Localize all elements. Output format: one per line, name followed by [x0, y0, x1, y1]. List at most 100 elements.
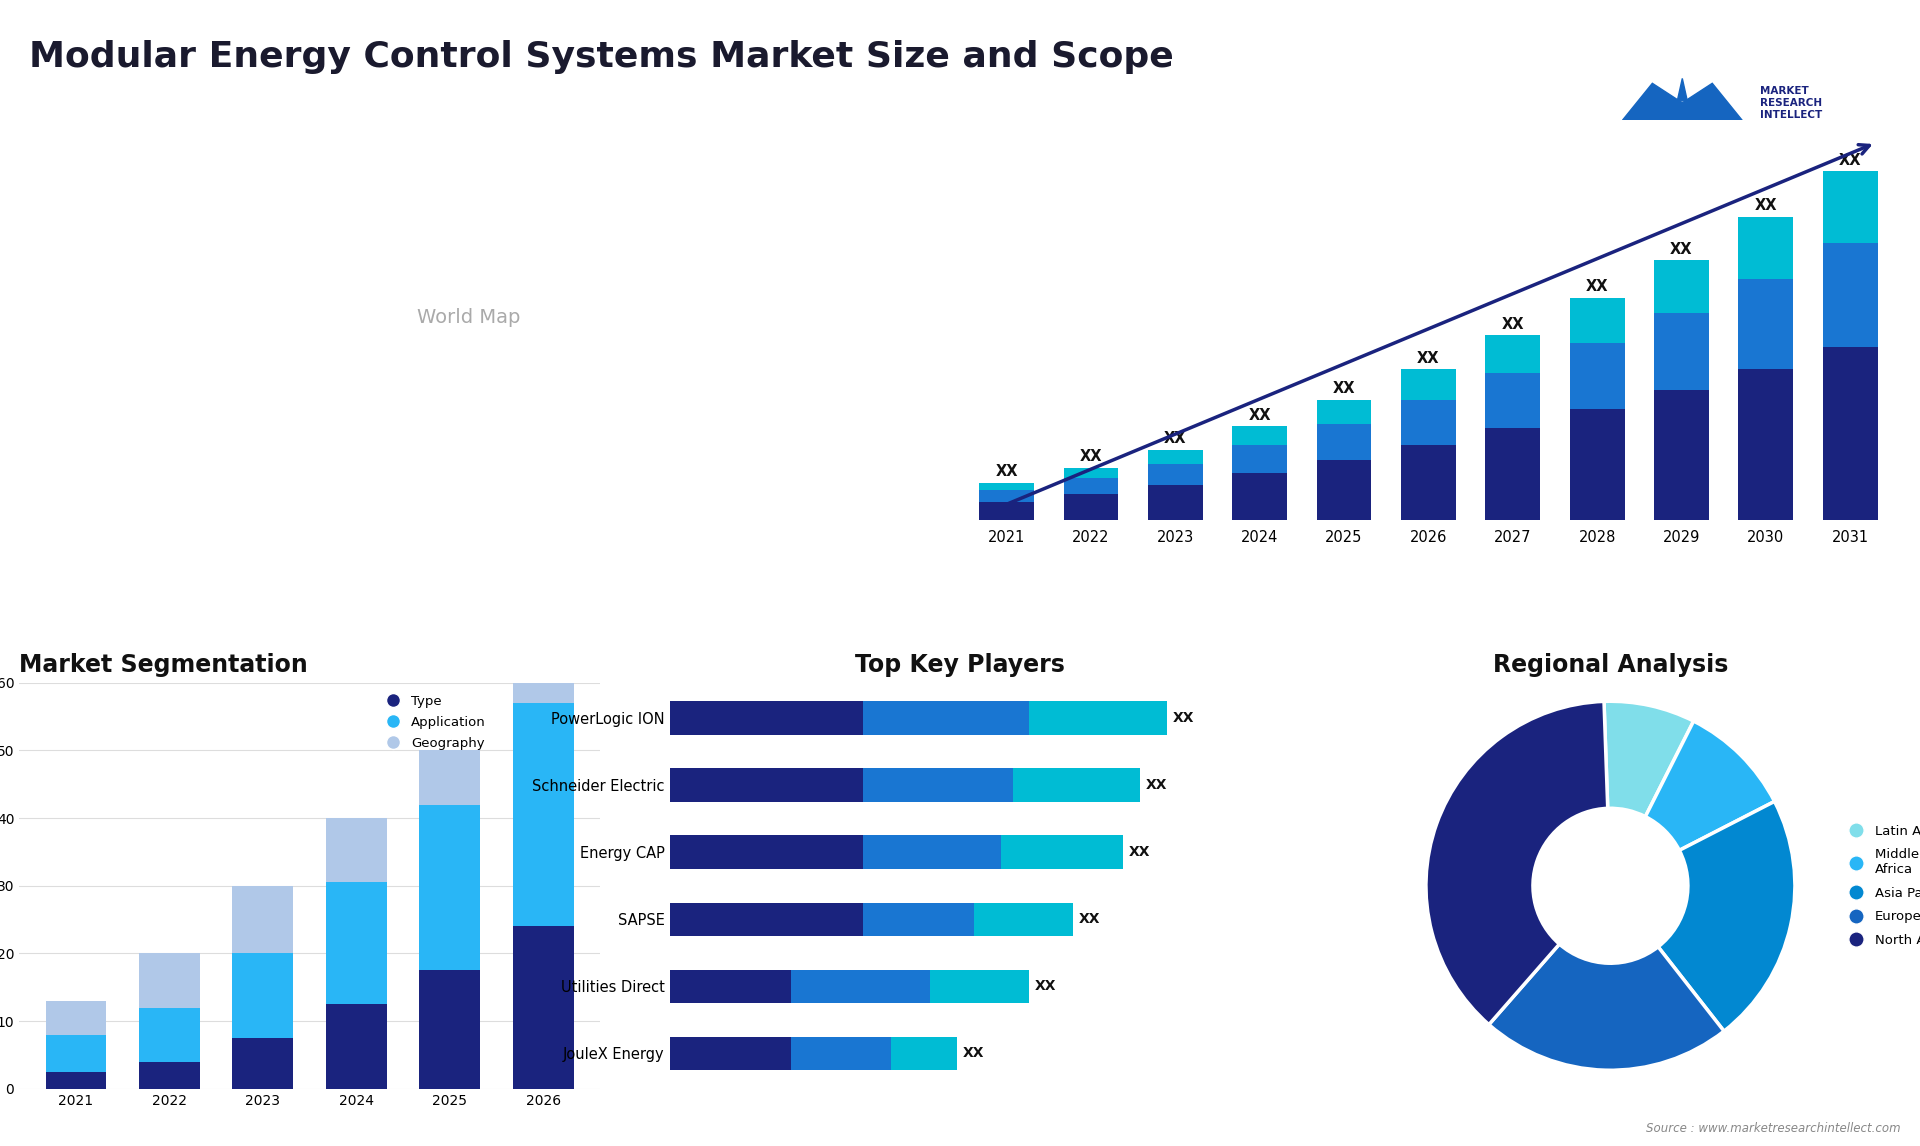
Bar [232, 886, 294, 953]
Bar [232, 1038, 294, 1089]
Polygon shape [1678, 78, 1688, 101]
Bar [1148, 485, 1202, 520]
Bar [1233, 426, 1286, 445]
Bar [1064, 494, 1117, 520]
Bar [979, 490, 1035, 502]
Bar [670, 701, 864, 735]
Bar [670, 835, 864, 869]
Bar [1402, 400, 1455, 445]
Text: INTELLECT: INTELLECT [1759, 110, 1822, 120]
Bar [1317, 424, 1371, 460]
Legend: Latin America, Middle East &
Africa, Asia Pacific, Europe, North America: Latin America, Middle East & Africa, Asi… [1837, 819, 1920, 952]
Legend: Type, Application, Geography: Type, Application, Geography [374, 690, 492, 755]
Text: XX: XX [1417, 351, 1440, 366]
Text: XX: XX [1248, 408, 1271, 423]
Text: XX: XX [995, 464, 1018, 479]
Text: XX: XX [1079, 449, 1102, 464]
Title: Top Key Players: Top Key Players [854, 653, 1066, 677]
Bar [326, 1004, 386, 1089]
Bar [1738, 369, 1793, 520]
Bar [1653, 391, 1709, 520]
Bar [1233, 445, 1286, 473]
Bar [1571, 298, 1624, 343]
Bar [1486, 374, 1540, 427]
Text: XX: XX [1146, 778, 1167, 792]
Text: XX: XX [1670, 242, 1693, 257]
Bar [46, 1000, 106, 1035]
Bar [1012, 768, 1140, 802]
Text: XX: XX [1164, 431, 1187, 446]
Bar [138, 953, 200, 1007]
Wedge shape [1488, 944, 1724, 1070]
Bar [419, 804, 480, 971]
Text: XX: XX [1755, 198, 1778, 213]
Text: XX: XX [1079, 912, 1100, 926]
Text: XX: XX [1839, 152, 1860, 167]
Bar [46, 1035, 106, 1072]
Text: XX: XX [1332, 382, 1356, 397]
Bar [1486, 336, 1540, 374]
Bar [1064, 478, 1117, 494]
Bar [232, 953, 294, 1038]
Text: MARKET: MARKET [1759, 86, 1809, 96]
Text: Market Segmentation: Market Segmentation [19, 653, 307, 677]
Bar [419, 971, 480, 1089]
Text: XX: XX [1501, 317, 1524, 332]
Bar [513, 704, 574, 926]
Bar [513, 926, 574, 1089]
Bar [1064, 468, 1117, 478]
Text: XX: XX [1129, 846, 1150, 860]
Bar [513, 642, 574, 704]
Bar [1822, 171, 1878, 243]
Bar [1653, 313, 1709, 391]
Bar [973, 903, 1073, 936]
Bar [791, 970, 929, 1003]
Bar [1486, 427, 1540, 520]
Bar [138, 1007, 200, 1061]
Text: Source : www.marketresearchintellect.com: Source : www.marketresearchintellect.com [1645, 1122, 1901, 1135]
Bar [1317, 400, 1371, 424]
Wedge shape [1427, 701, 1607, 1025]
Bar [979, 482, 1035, 490]
Bar [864, 701, 1029, 735]
Bar [1402, 445, 1455, 520]
Bar [1233, 473, 1286, 520]
Bar [670, 1037, 791, 1070]
Text: XX: XX [1035, 980, 1056, 994]
Bar [1148, 464, 1202, 485]
Bar [864, 768, 1012, 802]
Bar [1738, 217, 1793, 278]
Bar [864, 835, 1002, 869]
Bar [1148, 449, 1202, 464]
Bar [1822, 243, 1878, 347]
Title: Regional Analysis: Regional Analysis [1492, 653, 1728, 677]
Bar [326, 882, 386, 1004]
Bar [1571, 409, 1624, 520]
Bar [670, 768, 864, 802]
Bar [1002, 835, 1123, 869]
Text: XX: XX [1586, 280, 1609, 295]
Polygon shape [1622, 84, 1741, 120]
Bar [1571, 343, 1624, 409]
Text: Modular Energy Control Systems Market Size and Scope: Modular Energy Control Systems Market Si… [29, 40, 1173, 74]
Bar [864, 903, 973, 936]
Bar [46, 1072, 106, 1089]
Bar [138, 1061, 200, 1089]
Text: RESEARCH: RESEARCH [1759, 97, 1822, 108]
Bar [326, 818, 386, 882]
Bar [1029, 701, 1167, 735]
Bar [891, 1037, 958, 1070]
Wedge shape [1603, 701, 1693, 817]
Text: XX: XX [962, 1046, 985, 1060]
Bar [670, 903, 864, 936]
Bar [929, 970, 1029, 1003]
Bar [1738, 278, 1793, 369]
Bar [419, 751, 480, 804]
Bar [791, 1037, 891, 1070]
Bar [1317, 460, 1371, 520]
Text: XX: XX [1173, 711, 1194, 725]
Text: World Map: World Map [417, 308, 520, 327]
Bar [670, 970, 791, 1003]
Bar [1402, 369, 1455, 400]
Wedge shape [1645, 721, 1774, 850]
